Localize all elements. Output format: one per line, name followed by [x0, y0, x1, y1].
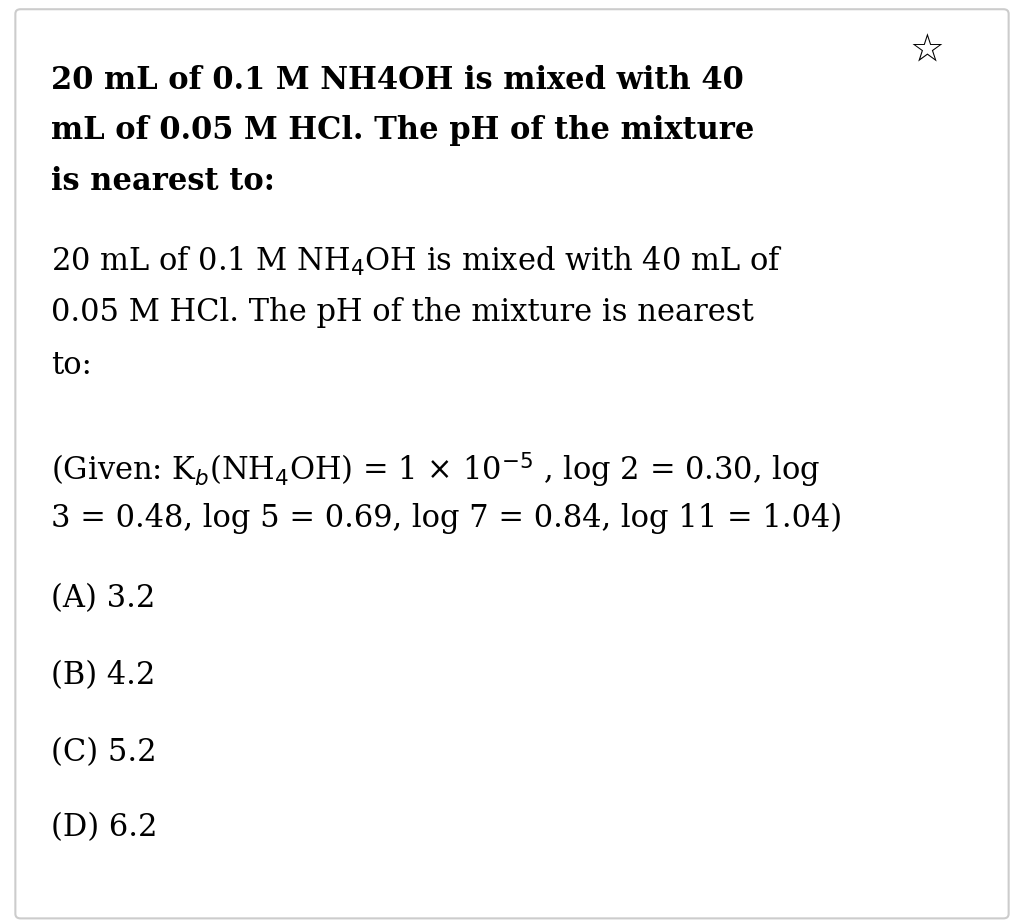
Text: ☆: ☆ — [909, 31, 944, 70]
Text: 3 = 0.48, log 5 = 0.69, log 7 = 0.84, log 11 = 1.04): 3 = 0.48, log 5 = 0.69, log 7 = 0.84, lo… — [51, 503, 843, 534]
Text: 0.05 M HCl. The pH of the mixture is nearest: 0.05 M HCl. The pH of the mixture is nea… — [51, 297, 754, 329]
Text: (Given: K$_b$(NH$_4$OH) = 1 × 10$^{-5}$ , log 2 = 0.30, log: (Given: K$_b$(NH$_4$OH) = 1 × 10$^{-5}$ … — [51, 450, 820, 490]
Text: (A) 3.2: (A) 3.2 — [51, 583, 156, 615]
FancyBboxPatch shape — [15, 9, 1009, 918]
Text: to:: to: — [51, 350, 92, 381]
Text: (B) 4.2: (B) 4.2 — [51, 660, 156, 691]
Text: 20 mL of 0.1 M NH4OH is mixed with 40: 20 mL of 0.1 M NH4OH is mixed with 40 — [51, 65, 744, 96]
Text: is nearest to:: is nearest to: — [51, 166, 275, 198]
Text: (D) 6.2: (D) 6.2 — [51, 812, 158, 844]
Text: 20 mL of 0.1 M NH$_4$OH is mixed with 40 mL of: 20 mL of 0.1 M NH$_4$OH is mixed with 40… — [51, 245, 783, 278]
Text: mL of 0.05 M HCl. The pH of the mixture: mL of 0.05 M HCl. The pH of the mixture — [51, 115, 755, 147]
Text: (C) 5.2: (C) 5.2 — [51, 737, 157, 768]
